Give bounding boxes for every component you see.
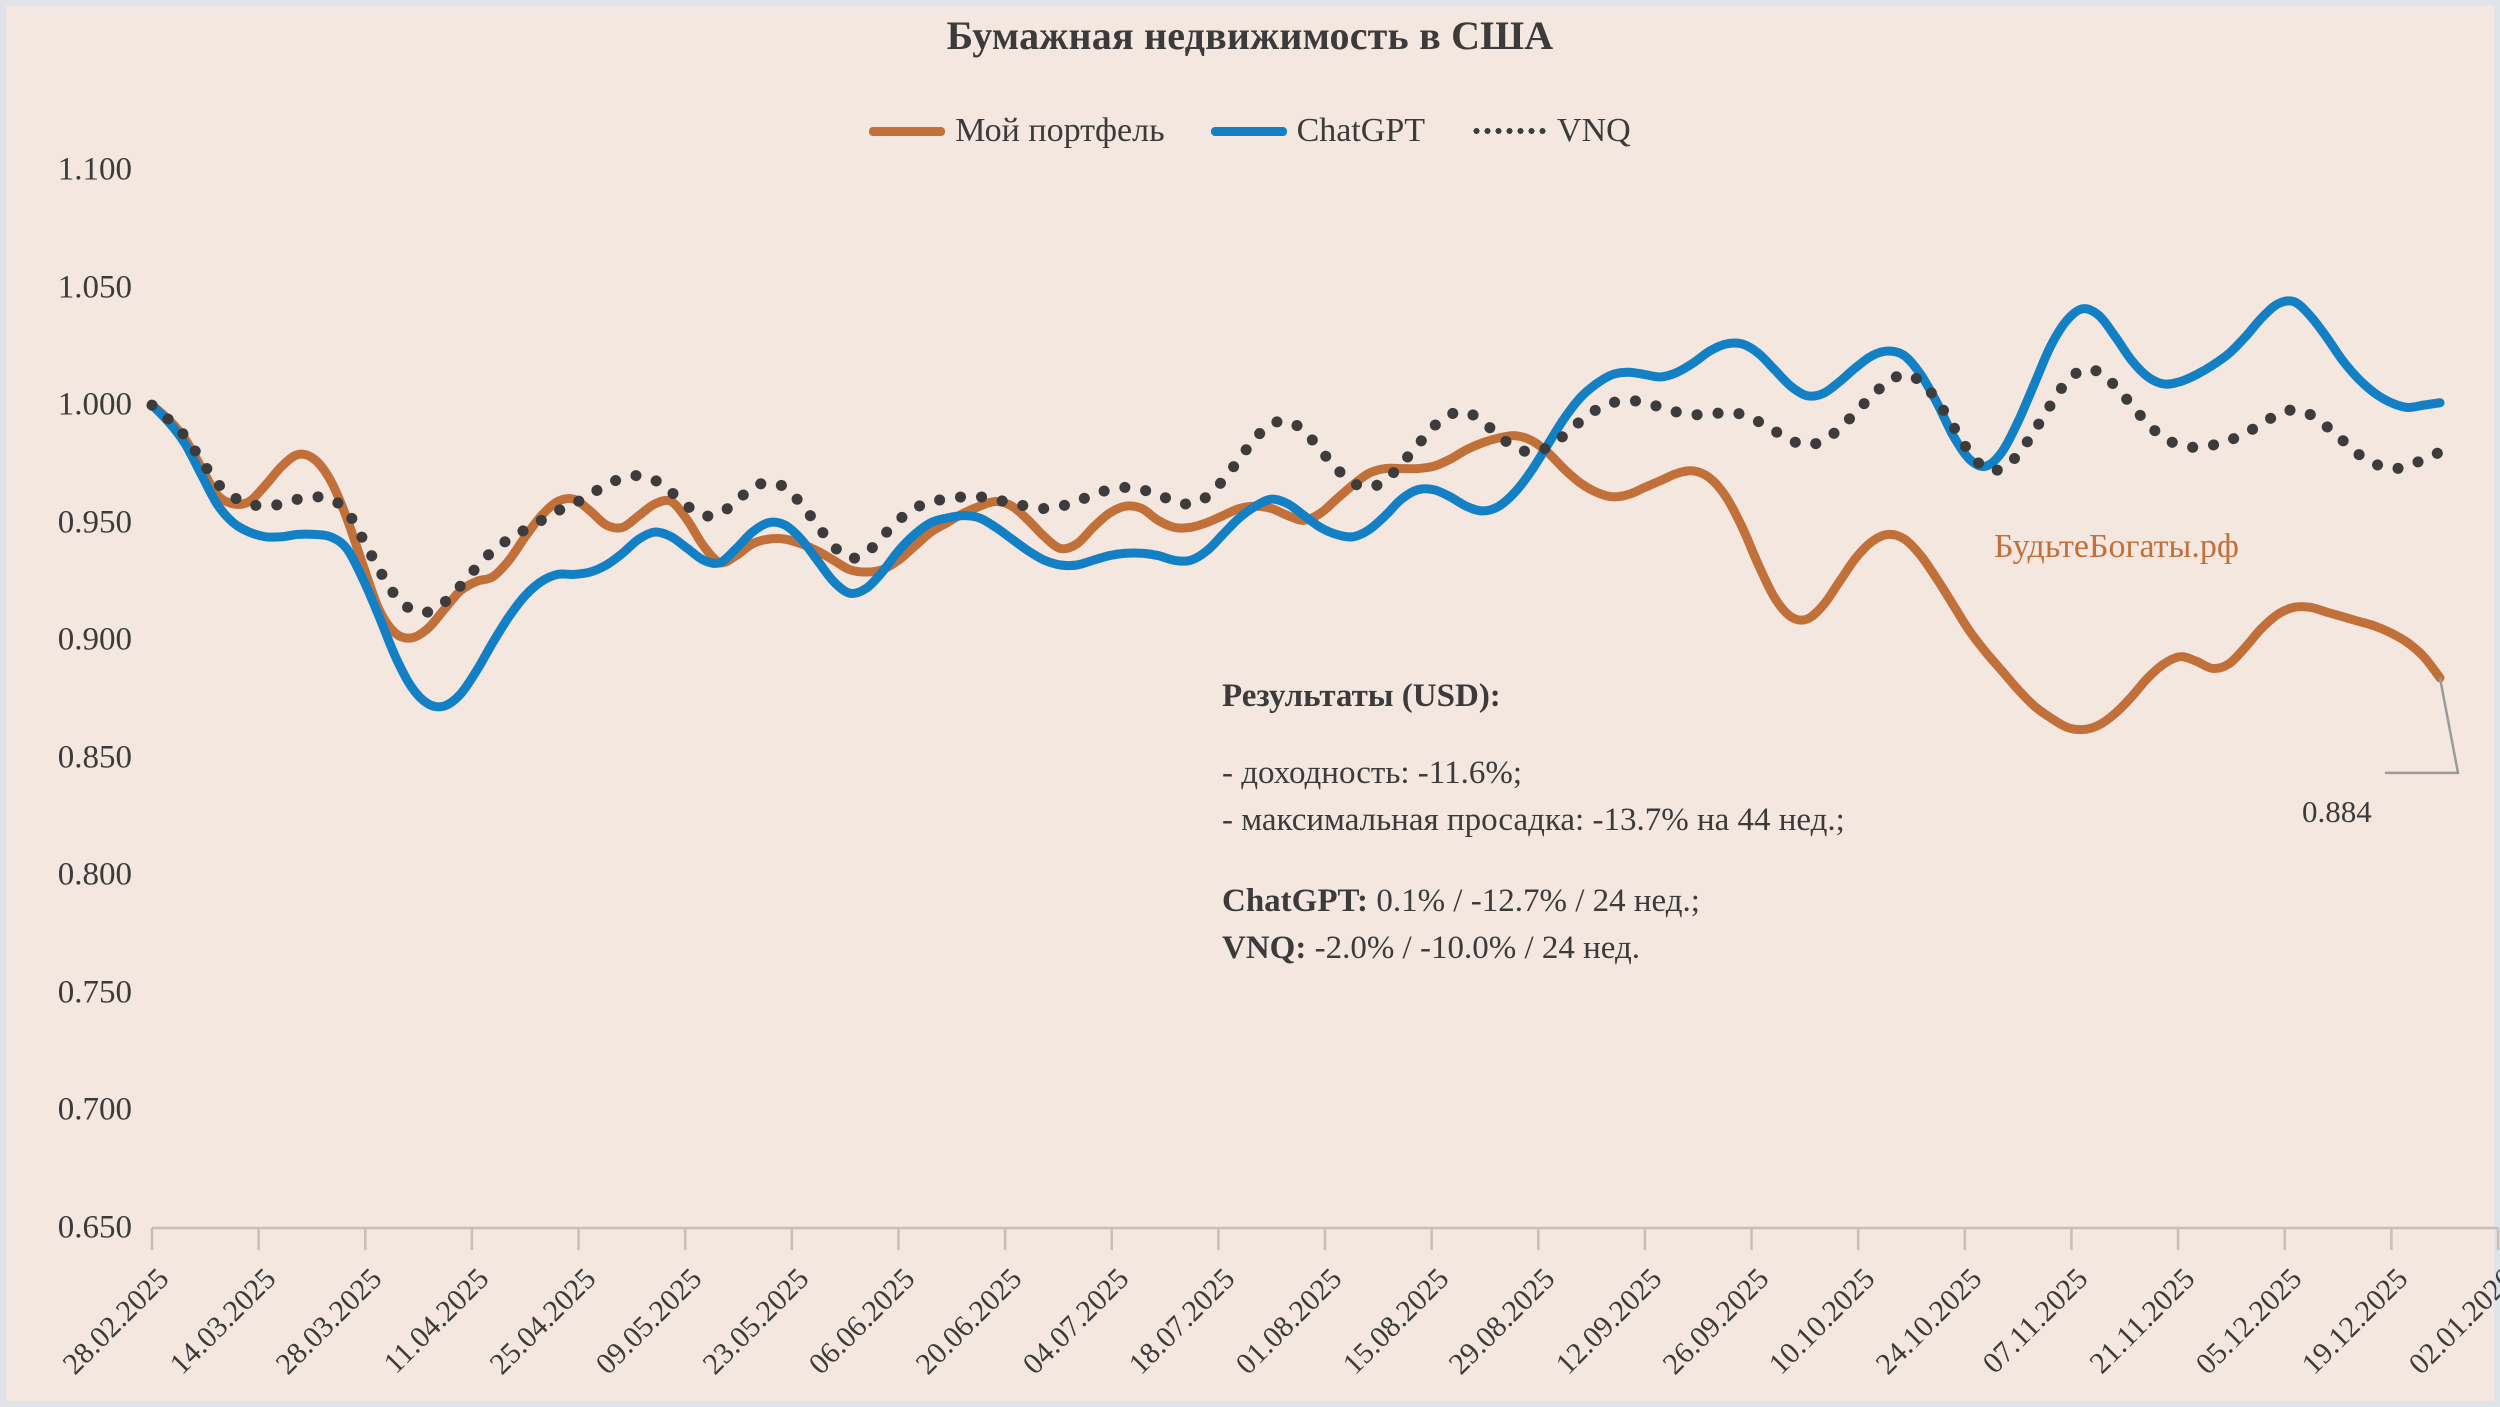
y-axis-tick-label: 0.700 [57, 1091, 132, 1128]
results-chatgpt-label: ChatGPT: [1222, 883, 1369, 919]
results-vnq-stats: -2.0% / -10.0% / 24 нед. [1306, 930, 1641, 966]
legend-item-vnq[interactable]: VNQ [1471, 112, 1631, 150]
y-axis-tick-label: 0.950 [57, 504, 132, 541]
legend-swatch-vnq [1471, 127, 1548, 135]
results-vnq-label: VNQ: [1222, 930, 1307, 966]
annotation-spacer [1222, 851, 1845, 885]
legend-label-portfolio: Мой портфель [955, 112, 1165, 149]
y-axis-tick-label: 1.100 [57, 151, 132, 188]
legend-swatch-portfolio [869, 126, 946, 136]
end-value-leader-line [2385, 677, 2460, 775]
legend-item-chatgpt[interactable]: ChatGPT [1210, 112, 1426, 150]
results-chatgpt-stats: 0.1% / -12.7% / 24 нед.; [1368, 883, 1700, 919]
series-line-chatgpt [147, 296, 2445, 712]
y-axis-tick-label: 0.900 [57, 621, 132, 658]
canvas-edge-left [0, 0, 6, 1407]
canvas-edge-top [0, 0, 2500, 6]
y-axis-tick-label: 1.050 [57, 269, 132, 306]
y-axis-tick-label: 0.800 [57, 856, 132, 893]
canvas-edge-right [2494, 0, 2500, 1407]
y-axis-tick-label: 1.000 [57, 386, 132, 423]
canvas-edge-bottom [0, 1401, 2500, 1407]
y-axis: 1.100 1.050 1.000 0.950 0.900 0.850 0.800 0.750… [0, 0, 132, 1407]
legend-item-portfolio[interactable]: Мой портфель [869, 112, 1165, 150]
results-drawdown: - максимальная просадка: -13.7% на 44 не… [1222, 802, 1845, 838]
results-annotation: Результаты (USD): - доходность: -11.6%; … [1222, 680, 1845, 979]
y-axis-tick-label: 0.850 [57, 739, 132, 776]
chart-legend: Мой портфель ChatGPT VNQ [0, 112, 2500, 150]
results-return: - доходность: -11.6%; [1222, 755, 1522, 791]
legend-label-chatgpt: ChatGPT [1296, 112, 1426, 149]
end-value-label: 0.884 [2302, 794, 2372, 829]
y-axis-tick-label: 0.750 [57, 974, 132, 1011]
y-axis-tick-label: 0.650 [57, 1209, 132, 1246]
series-line-- [147, 400, 2445, 735]
results-chatgpt: ChatGPT: 0.1% / -12.7% / 24 нед.; [1222, 885, 1845, 918]
legend-label-vnq: VNQ [1557, 112, 1631, 149]
results-vnq: VNQ: -2.0% / -10.0% / 24 нед. [1222, 932, 1845, 965]
series-line-vnq [146, 363, 2446, 619]
legend-swatch-chatgpt [1210, 126, 1287, 136]
chart-title: Бумажная недвижимость в США [946, 13, 1554, 58]
results-header: Результаты (USD): [1222, 678, 1501, 714]
site-watermark: БудьтеБогаты.рф [1994, 528, 2239, 565]
